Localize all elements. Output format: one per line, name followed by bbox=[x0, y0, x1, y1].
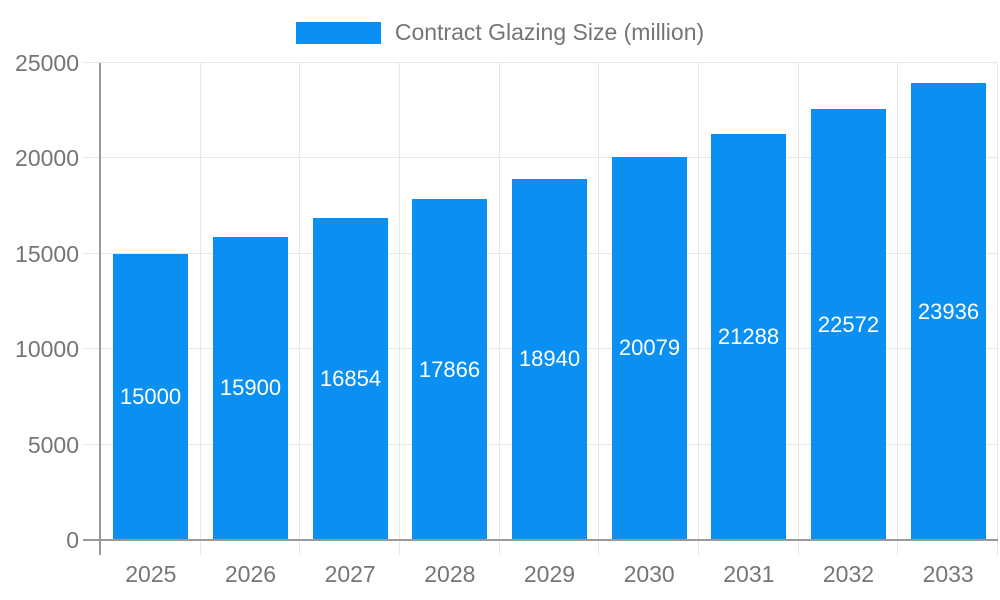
y-axis-line bbox=[99, 63, 101, 555]
gridline-vertical bbox=[997, 63, 998, 540]
bar-value-label: 17866 bbox=[418, 356, 481, 382]
y-axis-tick-label: 20000 bbox=[15, 145, 79, 171]
y-tick-mark bbox=[83, 348, 101, 349]
bar-value-label: 23936 bbox=[917, 298, 980, 324]
legend[interactable]: Contract Glazing Size (million) bbox=[0, 19, 1000, 46]
bar-value-label: 15900 bbox=[219, 375, 282, 401]
y-tick-mark bbox=[83, 62, 101, 63]
legend-label: Contract Glazing Size (million) bbox=[394, 19, 705, 45]
x-axis-tick-label: 2032 bbox=[822, 561, 875, 587]
gridline-vertical bbox=[499, 63, 500, 540]
x-tick-mark bbox=[399, 540, 400, 555]
gridline-vertical bbox=[698, 63, 699, 540]
bar[interactable] bbox=[412, 199, 487, 540]
x-axis-tick-label: 2031 bbox=[723, 561, 775, 587]
x-axis-tick-label: 2025 bbox=[125, 561, 177, 587]
gridline-vertical bbox=[299, 63, 300, 540]
x-axis-line bbox=[83, 539, 998, 541]
x-axis-tick-label: 2030 bbox=[623, 561, 675, 587]
gridline-horizontal bbox=[101, 157, 998, 158]
bar-value-label: 21288 bbox=[717, 323, 780, 349]
x-tick-mark bbox=[200, 540, 201, 555]
bar-value-label: 20079 bbox=[618, 335, 681, 361]
x-tick-mark bbox=[897, 540, 898, 555]
bar[interactable] bbox=[811, 109, 886, 540]
x-axis-tick-label: 2026 bbox=[224, 561, 277, 587]
legend-swatch-icon bbox=[295, 21, 381, 44]
gridline-vertical bbox=[399, 63, 400, 540]
bar-value-label: 18940 bbox=[518, 346, 581, 372]
gridline-vertical bbox=[798, 63, 799, 540]
bar[interactable] bbox=[911, 83, 986, 540]
gridline-horizontal bbox=[101, 62, 998, 63]
gridline-vertical bbox=[598, 63, 599, 540]
y-axis-tick-label: 5000 bbox=[27, 432, 79, 458]
x-tick-mark bbox=[997, 540, 998, 555]
x-tick-mark bbox=[598, 540, 599, 555]
bar[interactable] bbox=[612, 156, 687, 540]
y-axis-tick-label: 25000 bbox=[15, 50, 79, 76]
y-axis-tick-label: 10000 bbox=[15, 336, 79, 362]
gridline-vertical bbox=[200, 63, 201, 540]
bar[interactable] bbox=[213, 236, 288, 540]
y-axis-tick-label: 15000 bbox=[15, 241, 79, 267]
bar-value-label: 22572 bbox=[817, 311, 880, 337]
y-tick-mark bbox=[83, 444, 101, 445]
x-axis-tick-label: 2033 bbox=[922, 561, 974, 587]
bar-value-label: 16854 bbox=[319, 366, 382, 392]
bar[interactable] bbox=[313, 218, 388, 540]
bar-value-label: 15000 bbox=[119, 383, 182, 409]
y-tick-mark bbox=[83, 253, 101, 254]
x-tick-mark bbox=[698, 540, 699, 555]
x-tick-mark bbox=[299, 540, 300, 555]
y-axis-tick-label: 0 bbox=[66, 527, 79, 553]
y-tick-mark bbox=[83, 157, 101, 158]
x-axis-tick-label: 2027 bbox=[324, 561, 376, 587]
x-tick-mark bbox=[798, 540, 799, 555]
gridline-vertical bbox=[897, 63, 898, 540]
x-axis-tick-label: 2029 bbox=[523, 561, 576, 587]
bar[interactable] bbox=[113, 253, 188, 540]
bar[interactable] bbox=[512, 178, 587, 540]
x-tick-mark bbox=[499, 540, 500, 555]
x-axis-tick-label: 2028 bbox=[424, 561, 476, 587]
bar[interactable] bbox=[711, 133, 786, 540]
